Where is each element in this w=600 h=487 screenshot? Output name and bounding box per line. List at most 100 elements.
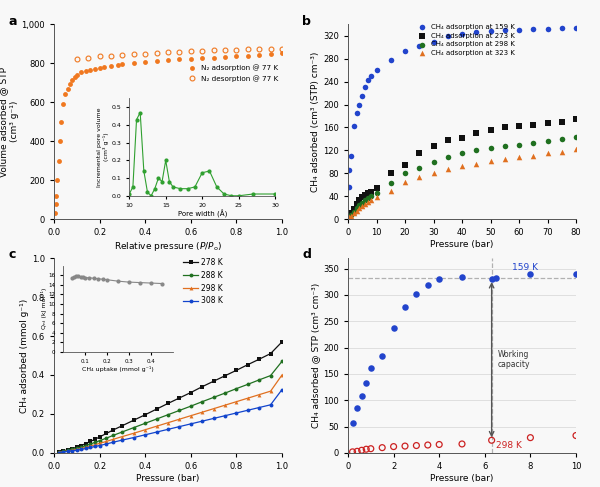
Point: [412, 442, 421, 450]
308 K: [91, 444, 98, 450]
Point: [491, 274, 501, 282]
CH₄ adsorption at 298 K: [500, 142, 509, 150]
CH₄ adsorption at 323 K: [529, 151, 538, 159]
CH₄ adsorption at 298 K: [514, 141, 524, 149]
298 K: [278, 372, 286, 378]
Legend: 278 K, 288 K, 298 K, 308 K: 278 K, 288 K, 298 K, 308 K: [183, 258, 223, 305]
CH₄ adsorption at 159 K: [358, 92, 367, 100]
278 K: [164, 400, 172, 406]
N₂ adsorption @ 77 K: [256, 52, 263, 57]
Point: [366, 364, 376, 372]
CH₄ adsorption at 273 K: [514, 122, 524, 130]
Point: [526, 434, 535, 442]
308 K: [221, 413, 229, 419]
Point: [434, 275, 444, 283]
288 K: [256, 377, 263, 383]
CH₄ adsorption at 323 K: [543, 150, 553, 157]
298 K: [153, 423, 160, 429]
CH₄ adsorption at 159 K: [428, 37, 438, 45]
Point: [377, 444, 387, 451]
N₂ adsorption @ 77 K: [57, 119, 64, 125]
298 K: [110, 436, 117, 442]
288 K: [55, 449, 62, 455]
278 K: [119, 423, 126, 429]
Point: [357, 447, 367, 454]
CH₄ adsorption at 159 K: [349, 122, 359, 130]
298 K: [130, 431, 137, 436]
308 K: [87, 445, 94, 450]
288 K: [110, 432, 117, 438]
278 K: [96, 434, 103, 440]
CH₄ adsorption at 273 K: [349, 205, 359, 213]
N₂ desorption @ 77 K: [199, 48, 206, 54]
278 K: [176, 395, 183, 401]
Point: [457, 440, 467, 448]
N₂ adsorption @ 77 K: [67, 81, 74, 87]
CH₄ adsorption at 323 K: [349, 209, 359, 217]
CH₄ adsorption at 273 K: [500, 124, 509, 131]
CH₄ adsorption at 298 K: [360, 196, 370, 204]
308 K: [82, 446, 89, 451]
CH₄ adsorption at 273 K: [543, 119, 553, 127]
N₂ desorption @ 77 K: [221, 47, 229, 53]
CH₄ adsorption at 159 K: [486, 27, 496, 35]
CH₄ adsorption at 323 K: [372, 193, 382, 201]
N₂ adsorption @ 77 K: [73, 72, 80, 78]
CH₄ adsorption at 159 K: [472, 28, 481, 36]
308 K: [233, 410, 240, 416]
N₂ adsorption @ 77 K: [82, 68, 89, 74]
278 K: [233, 367, 240, 373]
Line: 308 K: 308 K: [56, 388, 284, 454]
288 K: [64, 448, 71, 453]
278 K: [153, 406, 160, 412]
288 K: [221, 390, 229, 396]
288 K: [87, 441, 94, 447]
308 K: [199, 418, 206, 424]
CH₄ adsorption at 273 K: [400, 161, 410, 169]
CH₄ adsorption at 298 K: [386, 179, 395, 187]
CH₄ adsorption at 323 K: [355, 205, 364, 212]
298 K: [55, 450, 62, 455]
Point: [571, 431, 581, 439]
288 K: [176, 408, 183, 413]
CH₄ adsorption at 273 K: [415, 150, 424, 157]
308 K: [244, 407, 251, 413]
288 K: [267, 373, 274, 378]
298 K: [59, 449, 67, 455]
288 K: [187, 403, 194, 409]
Point: [389, 443, 398, 450]
278 K: [55, 449, 62, 455]
CH₄ adsorption at 323 K: [352, 207, 361, 215]
308 K: [278, 387, 286, 393]
N₂ desorption @ 77 K: [233, 47, 240, 53]
288 K: [96, 438, 103, 444]
Point: [361, 379, 371, 387]
N₂ desorption @ 77 K: [73, 56, 80, 62]
278 K: [91, 436, 98, 442]
CH₄ adsorption at 298 K: [472, 147, 481, 154]
Y-axis label: CH₄ adsorbed (mmol g⁻¹): CH₄ adsorbed (mmol g⁻¹): [20, 299, 29, 412]
CH₄ adsorption at 298 K: [346, 211, 356, 219]
CH₄ adsorption at 159 K: [352, 109, 361, 117]
278 K: [78, 443, 85, 449]
N₂ desorption @ 77 K: [130, 51, 137, 57]
CH₄ adsorption at 298 K: [428, 158, 438, 166]
CH₄ adsorption at 323 K: [344, 215, 353, 223]
CH₄ adsorption at 323 K: [557, 148, 566, 155]
CH₄ adsorption at 159 K: [400, 47, 410, 55]
N₂ adsorption @ 77 K: [96, 65, 103, 71]
N₂ adsorption @ 77 K: [153, 58, 160, 64]
298 K: [267, 388, 274, 394]
Text: b: b: [302, 15, 311, 28]
X-axis label: Pressure (bar): Pressure (bar): [430, 240, 494, 249]
N₂ adsorption @ 77 K: [142, 59, 149, 65]
288 K: [210, 394, 217, 400]
308 K: [55, 450, 62, 455]
Y-axis label: CH₄ adsorbed (cm³ (STP) cm⁻³): CH₄ adsorbed (cm³ (STP) cm⁻³): [311, 52, 320, 192]
CH₄ adsorption at 273 K: [428, 142, 438, 150]
278 K: [244, 362, 251, 368]
X-axis label: Pressure (bar): Pressure (bar): [136, 474, 200, 483]
N₂ adsorption @ 77 K: [107, 63, 115, 69]
CH₄ adsorption at 273 K: [352, 200, 361, 208]
308 K: [64, 449, 71, 454]
